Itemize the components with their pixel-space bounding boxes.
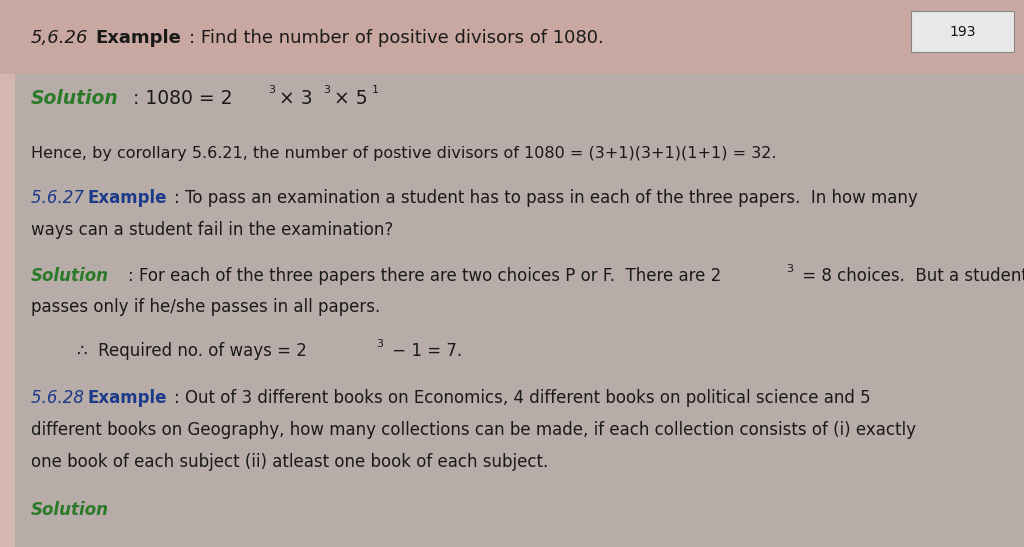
Text: : Find the number of positive divisors of 1080.: : Find the number of positive divisors o… — [189, 30, 604, 47]
Text: ways can a student fail in the examination?: ways can a student fail in the examinati… — [31, 221, 393, 238]
Text: Solution: Solution — [31, 267, 109, 284]
Text: 5,6.26: 5,6.26 — [31, 30, 88, 47]
Text: Solution: Solution — [31, 501, 109, 519]
Text: 3: 3 — [376, 339, 383, 349]
Text: × 5: × 5 — [334, 89, 368, 108]
Text: Hence, by corollary 5.6.21, the number of postive divisors of 1080 = (3+1)(3+1)(: Hence, by corollary 5.6.21, the number o… — [31, 146, 776, 161]
Text: Solution: Solution — [31, 89, 119, 108]
Text: Example: Example — [95, 30, 181, 47]
Text: 5.6.28: 5.6.28 — [31, 389, 89, 407]
Text: 3: 3 — [786, 264, 794, 274]
Text: 3: 3 — [268, 85, 275, 95]
Text: Example: Example — [87, 189, 167, 207]
Text: : 1080 = 2: : 1080 = 2 — [133, 89, 232, 108]
Text: 1: 1 — [372, 85, 379, 95]
Text: 5.6.27: 5.6.27 — [31, 189, 89, 207]
Text: different books on Geography, how many collections can be made, if each collecti: different books on Geography, how many c… — [31, 421, 915, 439]
Text: Example: Example — [87, 389, 167, 407]
Text: one book of each subject (ii) atleast one book of each subject.: one book of each subject (ii) atleast on… — [31, 453, 548, 470]
Text: 3: 3 — [324, 85, 331, 95]
Text: : For each of the three papers there are two choices P or F.  There are 2: : For each of the three papers there are… — [128, 267, 721, 284]
Text: × 3: × 3 — [279, 89, 312, 108]
Text: = 8 choices.  But a student: = 8 choices. But a student — [797, 267, 1024, 284]
Text: : To pass an examination a student has to pass in each of the three papers.  In : : To pass an examination a student has t… — [174, 189, 918, 207]
Text: − 1 = 7.: − 1 = 7. — [387, 342, 462, 360]
Text: 193: 193 — [949, 25, 976, 39]
Text: ∴  Required no. of ways = 2: ∴ Required no. of ways = 2 — [77, 342, 306, 360]
Text: passes only if he/she passes in all papers.: passes only if he/she passes in all pape… — [31, 299, 380, 316]
Bar — [0, 0, 15, 547]
Text: : Out of 3 different books on Economics, 4 different books on political science : : Out of 3 different books on Economics,… — [174, 389, 870, 407]
Bar — [0, 0, 1024, 74]
FancyBboxPatch shape — [911, 11, 1014, 52]
